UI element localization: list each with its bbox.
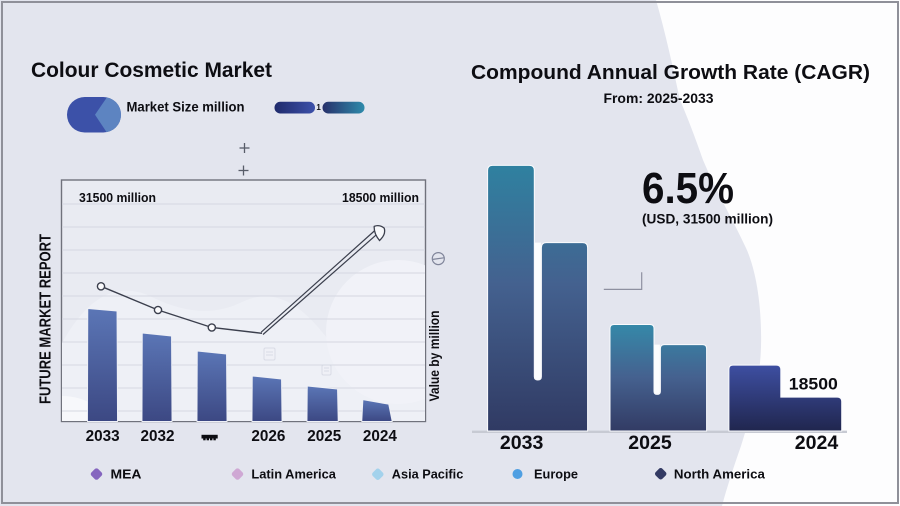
svg-text:Value by million: Value by million [427,311,442,402]
svg-text:MEA: MEA [111,467,143,482]
svg-text:Compound Annual Growth Rate (C: Compound Annual Growth Rate (CAGR) [471,62,870,84]
svg-text:2026: 2026 [251,428,285,445]
svg-text:Latin America: Latin America [251,467,336,482]
svg-text:2033: 2033 [500,433,544,454]
svg-text:2032: 2032 [141,428,175,445]
svg-text:Colour Cosmetic Market: Colour Cosmetic Market [31,59,272,82]
svg-text:2025: 2025 [307,428,341,445]
svg-text:2033: 2033 [86,428,120,445]
svg-text:(USD, 31500 million): (USD, 31500 million) [642,212,773,227]
svg-text:6.5%: 6.5% [642,164,734,213]
svg-text:Market Size million: Market Size million [127,100,245,115]
svg-text:2025: 2025 [628,433,672,454]
svg-text:18500 million: 18500 million [342,191,419,205]
svg-text:Europe: Europe [534,467,578,482]
svg-text:Asia Pacific: Asia Pacific [392,467,464,482]
svg-text:31500 million: 31500 million [79,191,156,205]
svg-text:18500: 18500 [789,375,838,394]
svg-text:1: 1 [316,103,321,112]
svg-text:From: 2025-2033: From: 2025-2033 [604,91,715,106]
svg-text:FUTURE MARKET REPORT: FUTURE MARKET REPORT [38,234,55,404]
svg-text:North America: North America [674,467,766,482]
svg-text:2024: 2024 [795,433,839,454]
svg-text:2024: 2024 [363,428,397,445]
